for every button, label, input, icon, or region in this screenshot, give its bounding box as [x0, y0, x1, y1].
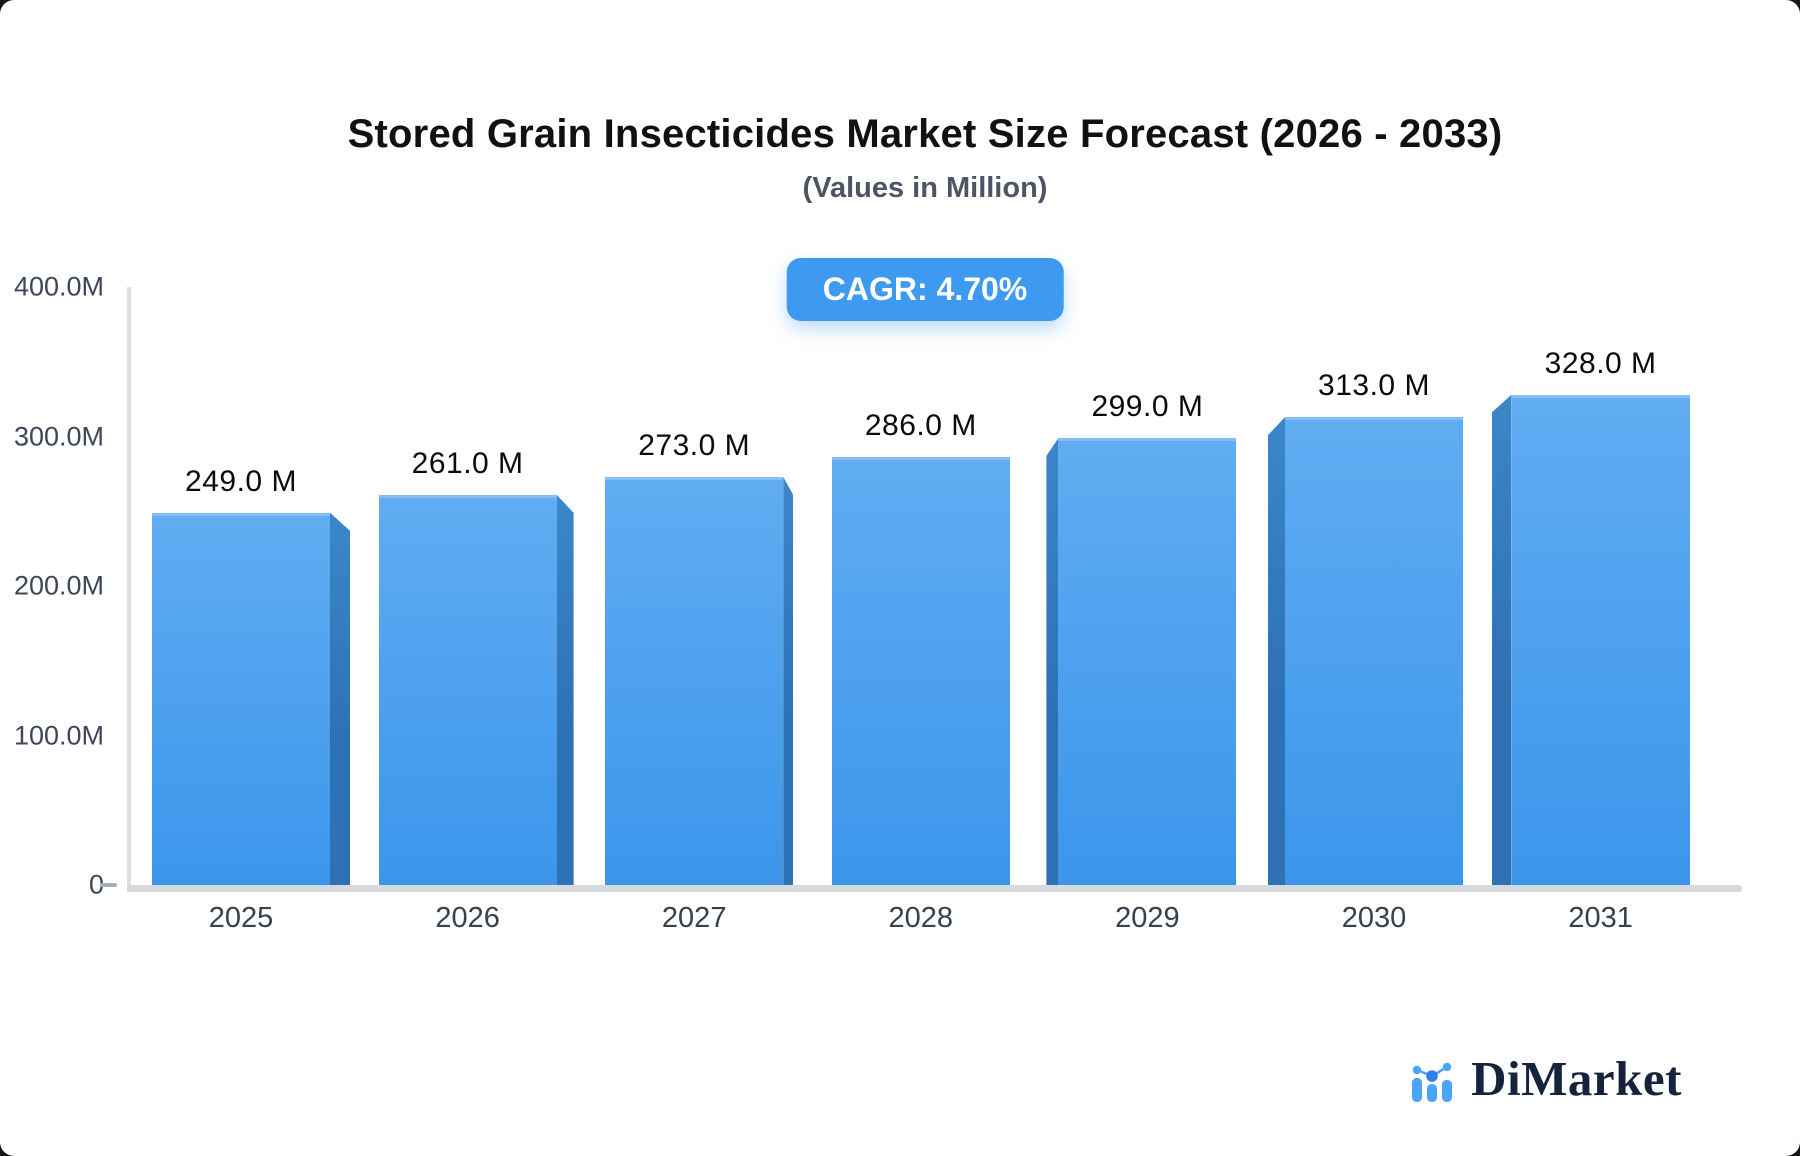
x-axis-label-2029: 2029	[1115, 902, 1180, 934]
dimarket-logo-text: DiMarket	[1471, 1050, 1682, 1106]
bar-2028[interactable]	[831, 457, 1010, 885]
dimarket-logo-icon	[1412, 1062, 1453, 1102]
y-axis-tick-300: 300.0M	[13, 421, 104, 451]
chart-subtitle: (Values in Million)	[802, 172, 1048, 204]
x-axis-label-2031: 2031	[1568, 902, 1633, 934]
bar-side-2026	[556, 494, 574, 885]
bar-side-2031	[1491, 394, 1512, 885]
bar-2031[interactable]	[1511, 394, 1690, 885]
zero-tick-mark	[100, 883, 117, 887]
bar-value-label-2028: 286.0 M	[864, 409, 977, 443]
bar-2029[interactable]	[1058, 437, 1237, 885]
y-axis-tick-200: 200.0M	[13, 570, 104, 601]
bar-value-label-2031: 328.0 M	[1544, 346, 1657, 380]
bar-value-label-2027: 273.0 M	[638, 428, 751, 462]
x-axis-label-2028: 2028	[888, 902, 954, 934]
x-axis-label-2030: 2030	[1341, 902, 1407, 934]
bar-value-label-2030: 313.0 M	[1318, 369, 1430, 403]
y-axis-tick-100: 100.0M	[13, 720, 104, 750]
cagr-badge: CAGR: 4.70%	[786, 258, 1064, 321]
dimarket-logo: DiMarket	[1406, 1052, 1682, 1104]
x-axis-label-2027: 2027	[661, 902, 727, 934]
bar-value-label-2029: 299.0 M	[1091, 389, 1204, 423]
x-axis-label-2025: 2025	[208, 902, 274, 934]
bar-side-2027	[783, 476, 794, 885]
bar-side-2025	[330, 512, 350, 885]
x-axis-line	[127, 885, 1742, 892]
y-axis-line	[127, 287, 131, 892]
bar-value-label-2025: 249.0 M	[185, 464, 297, 498]
chart-title: Stored Grain Insecticides Market Size Fo…	[347, 112, 1503, 156]
bar-side-2029	[1046, 437, 1059, 885]
bar-2026[interactable]	[378, 494, 557, 885]
y-axis-tick-400: 400.0M	[13, 271, 104, 302]
bar-2025[interactable]	[152, 512, 330, 885]
y-axis-tick-0: 0	[88, 869, 104, 900]
bar-2030[interactable]	[1285, 417, 1463, 885]
x-axis-label-2026: 2026	[435, 902, 500, 934]
bar-2027[interactable]	[605, 476, 784, 885]
bar-side-2030	[1268, 417, 1285, 885]
bar-value-label-2026: 261.0 M	[411, 446, 524, 480]
